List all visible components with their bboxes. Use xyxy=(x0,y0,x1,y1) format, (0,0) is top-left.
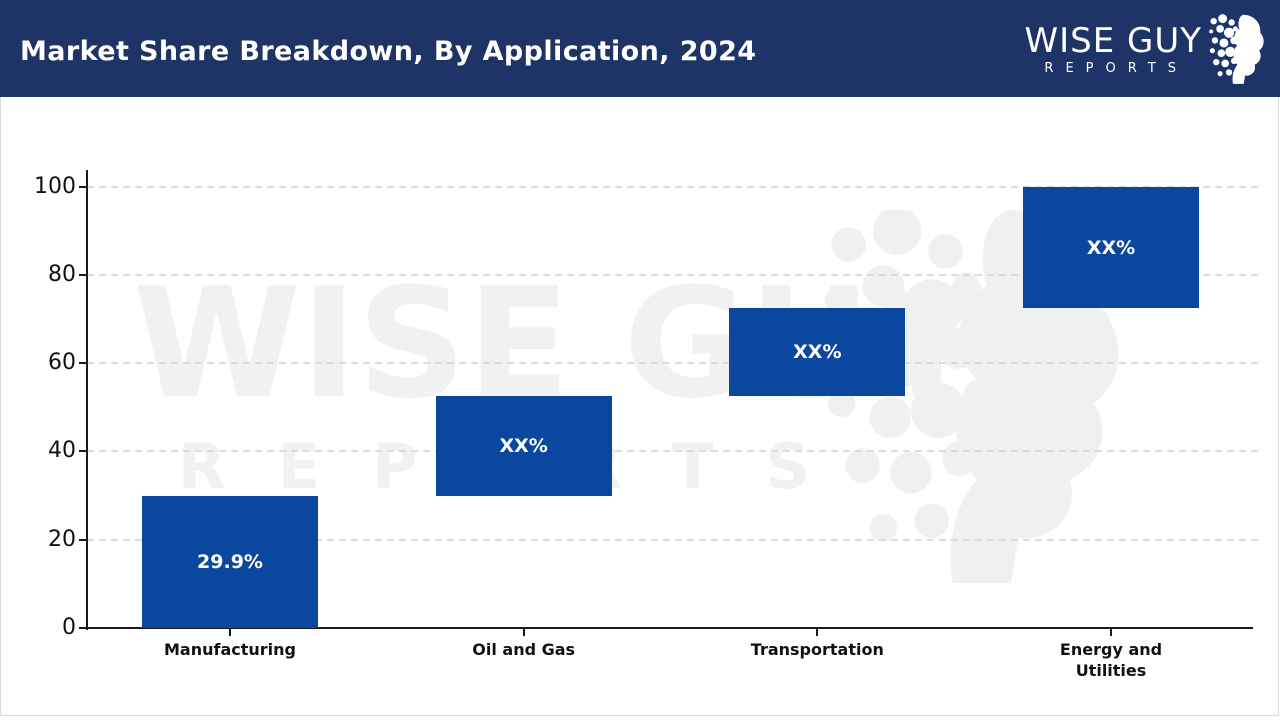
y-gridline xyxy=(87,450,1262,453)
bar-value-label: 29.9% xyxy=(197,551,263,574)
x-tick-mark xyxy=(1110,629,1112,636)
bar-segment xyxy=(142,496,318,628)
y-tick-label: 40 xyxy=(48,438,76,464)
header-bar: Market Share Breakdown, By Application, … xyxy=(0,0,1280,97)
x-category-label: Oil and Gas xyxy=(472,640,576,659)
y-tick-label: 80 xyxy=(48,261,76,287)
y-tick-mark xyxy=(79,450,87,453)
y-tick-label: 60 xyxy=(48,350,76,376)
x-axis-spine xyxy=(86,627,1253,629)
y-tick-mark xyxy=(79,185,87,188)
bar-value-label: XX% xyxy=(1086,236,1136,259)
brand-subname: REPORTS xyxy=(1044,61,1189,76)
x-tick-mark xyxy=(816,629,819,636)
y-gridline xyxy=(87,362,1262,365)
brand-face-icon xyxy=(1209,14,1264,84)
y-gridline xyxy=(87,185,1262,188)
page-title: Market Share Breakdown, By Application, … xyxy=(20,36,757,67)
y-tick-label: 0 xyxy=(62,615,76,640)
y-tick-mark xyxy=(79,627,87,629)
x-category-label: Energy and Utilities xyxy=(1059,640,1163,680)
y-axis-spine xyxy=(86,169,88,630)
y-gridline xyxy=(87,538,1262,541)
brand-name: WISE GUY xyxy=(1024,21,1202,61)
y-tick-mark xyxy=(79,273,87,276)
x-category-label: Manufacturing xyxy=(164,640,296,659)
bar-value-label: XX% xyxy=(793,341,842,364)
y-tick-mark xyxy=(79,538,87,541)
y-tick-label: 20 xyxy=(48,526,76,552)
bar-value-label: XX% xyxy=(499,434,548,457)
x-tick-mark xyxy=(229,629,231,636)
x-tick-mark xyxy=(522,629,525,636)
brand-logo-text: WISE GUY REPORTS xyxy=(1024,23,1202,77)
y-tick-mark xyxy=(79,362,87,365)
bar-segment xyxy=(729,308,906,396)
bar-segment xyxy=(435,395,612,497)
y-tick-label: 100 xyxy=(34,173,76,199)
brand-logo: WISE GUY REPORTS xyxy=(1024,10,1270,90)
x-category-label: Transportation xyxy=(750,640,884,659)
y-gridline xyxy=(87,273,1262,276)
